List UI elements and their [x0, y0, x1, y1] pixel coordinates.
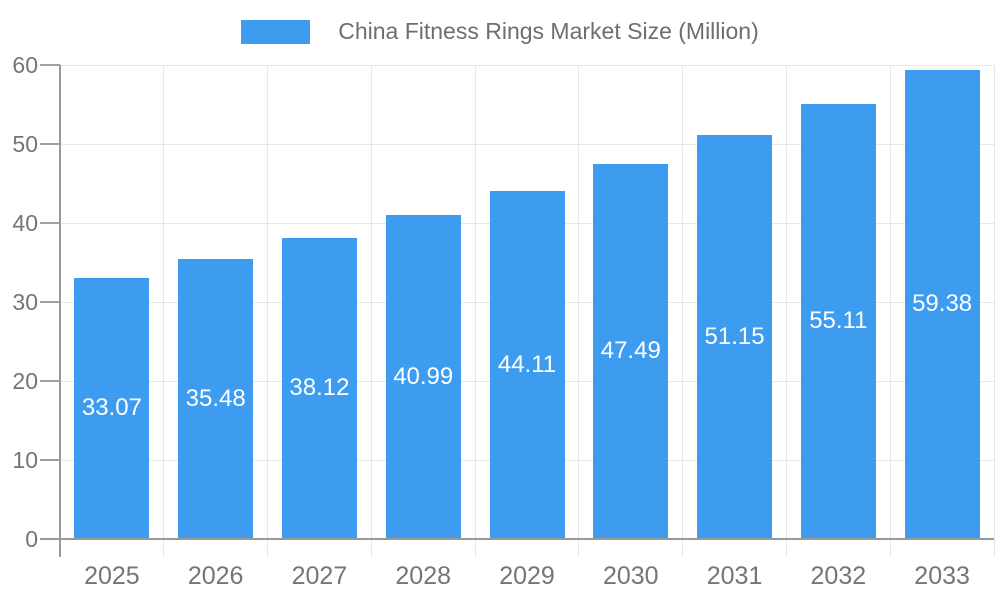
x-axis-line	[40, 538, 994, 540]
bar-value-label: 44.11	[497, 350, 557, 378]
bar[interactable]	[178, 258, 254, 539]
x-gridline	[889, 65, 891, 557]
x-gridline	[785, 65, 787, 557]
x-tick-label: 2027	[291, 562, 348, 590]
y-axis-tick	[40, 64, 60, 66]
bar[interactable]	[697, 134, 773, 539]
y-tick-label: 20	[12, 368, 38, 394]
x-tick-label: 2032	[810, 562, 867, 590]
y-tick-label: 10	[12, 447, 38, 473]
bar-value-label: 38.12	[289, 374, 350, 402]
x-tick-label: 2030	[602, 562, 659, 590]
bar-value-label: 40.99	[393, 363, 454, 391]
x-tick-label: 2025	[84, 562, 140, 590]
x-gridline	[163, 65, 165, 557]
bar-value-label: 59.38	[912, 290, 973, 318]
x-tick-label: 2031	[706, 562, 763, 590]
x-gridline	[474, 65, 476, 557]
bar[interactable]	[904, 69, 980, 539]
y-axis-tick	[40, 222, 60, 224]
y-gridline	[60, 64, 994, 66]
bar-value-label: 35.48	[185, 384, 246, 412]
y-axis-line	[59, 65, 61, 557]
bar[interactable]	[800, 103, 876, 539]
x-gridline	[370, 65, 372, 557]
bar-value-label: 33.07	[81, 394, 142, 422]
y-tick-label: 30	[12, 289, 38, 315]
bar[interactable]	[281, 237, 357, 539]
legend-swatch-icon	[241, 19, 311, 44]
bar-value-label: 47.49	[600, 337, 661, 365]
y-axis-tick	[40, 380, 60, 382]
y-tick-label: 60	[12, 52, 38, 78]
x-tick-label: 2026	[187, 562, 244, 590]
x-gridline	[267, 65, 269, 557]
x-tick-label: 2029	[499, 562, 555, 590]
x-tick-label: 2028	[395, 562, 452, 590]
bar[interactable]	[74, 277, 150, 539]
bar[interactable]	[385, 215, 461, 539]
x-gridline	[993, 65, 995, 557]
y-axis-tick	[40, 143, 60, 145]
y-axis-tick	[40, 459, 60, 461]
chart-legend[interactable]: China Fitness Rings Market Size (Million…	[0, 18, 1000, 45]
bar-value-label: 51.15	[704, 322, 765, 350]
bar[interactable]	[593, 163, 669, 539]
x-tick-label: 2033	[914, 562, 970, 590]
y-gridline	[60, 143, 994, 145]
x-gridline	[578, 65, 580, 557]
bar-value-label: 55.11	[809, 307, 868, 335]
y-tick-label: 40	[12, 210, 38, 236]
bar[interactable]	[489, 190, 565, 539]
y-tick-label: 0	[25, 526, 38, 552]
x-gridline	[682, 65, 684, 557]
y-axis-tick	[40, 301, 60, 303]
legend-label: China Fitness Rings Market Size (Million…	[338, 18, 759, 44]
y-tick-label: 50	[12, 131, 38, 157]
